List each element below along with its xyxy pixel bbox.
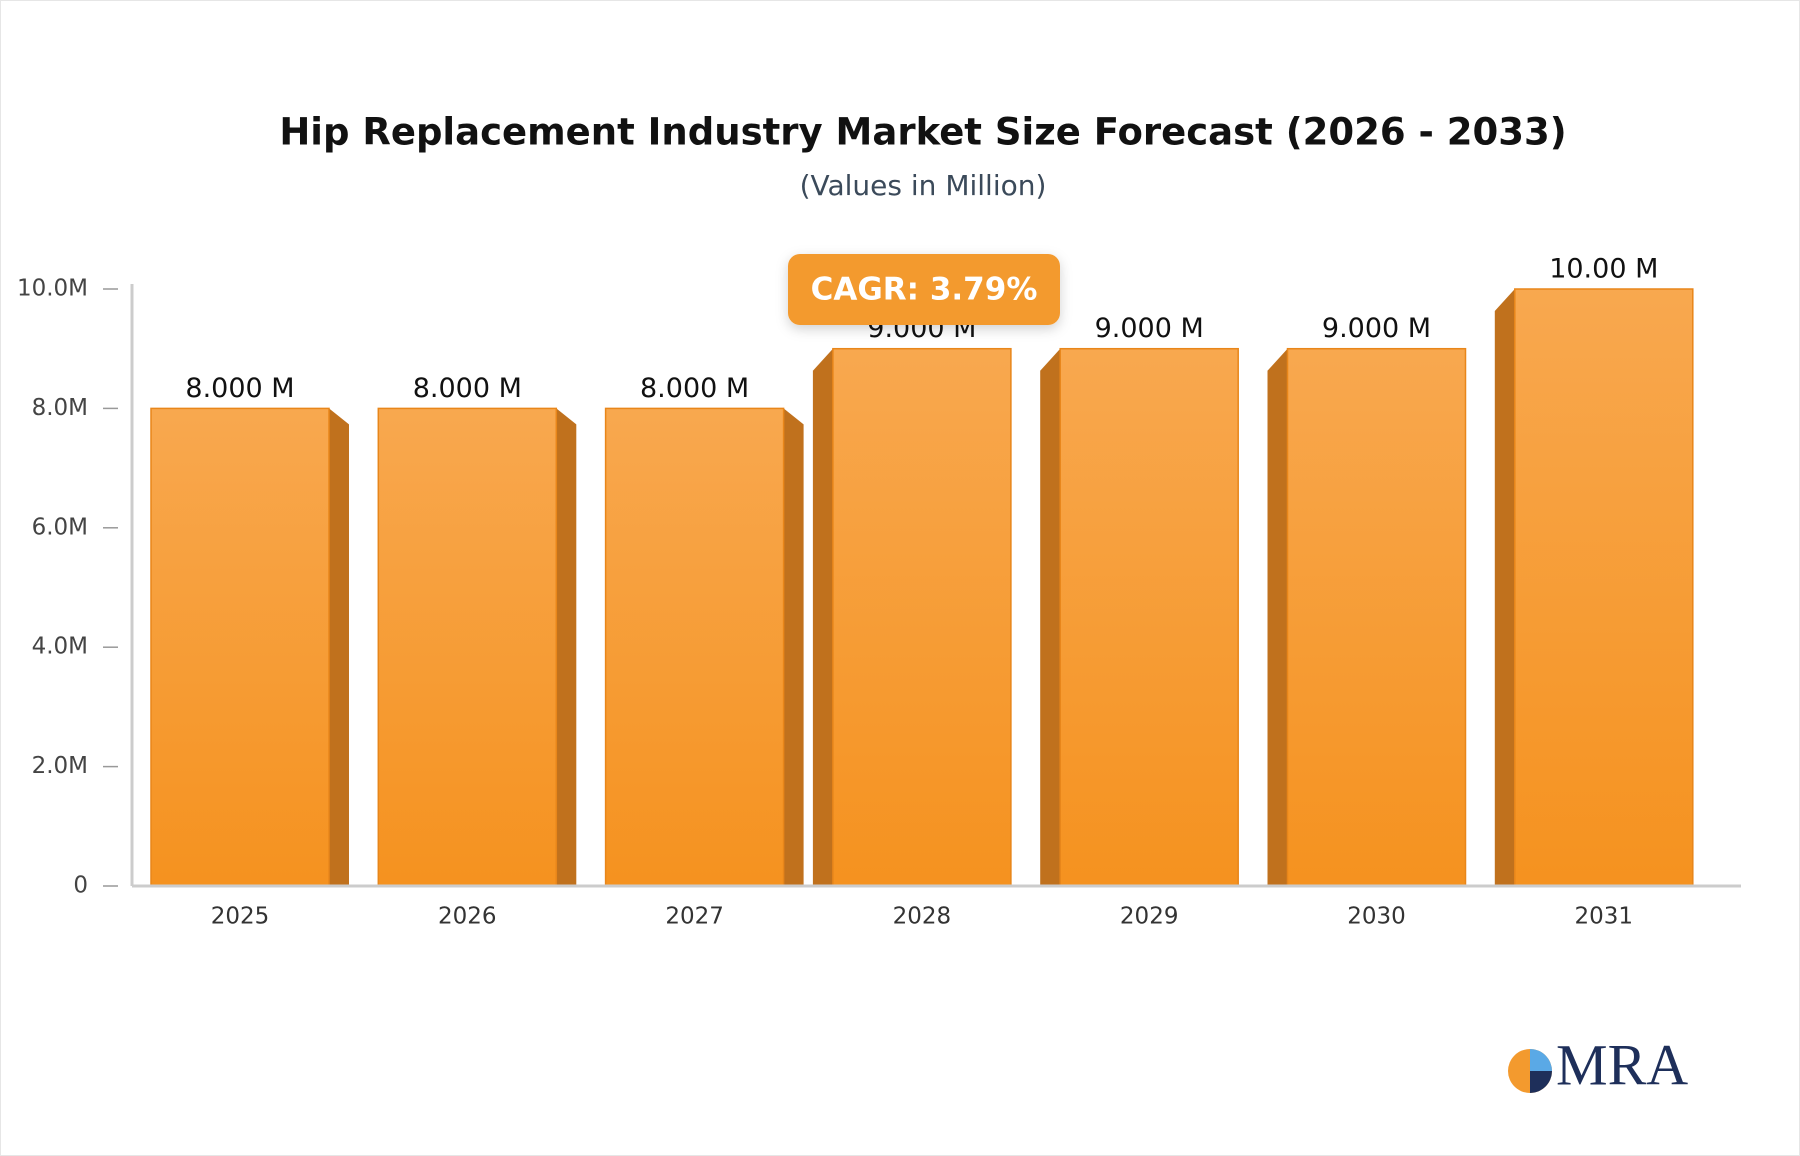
bar-side (556, 408, 577, 886)
bar (1286, 347, 1467, 887)
x-tick-label: 2027 (665, 904, 724, 930)
x-tick-label: 2029 (1120, 904, 1179, 930)
value-label: 9.000 M (1322, 313, 1431, 344)
value-label: 9.000 M (1095, 313, 1204, 344)
y-tick-label: 4.0M (32, 634, 88, 660)
x-tick-label: 2031 (1575, 904, 1634, 930)
value-label: 8.000 M (640, 373, 749, 404)
bar (1059, 347, 1239, 887)
logo-slice (1530, 1071, 1552, 1093)
value-label: 8.000 M (185, 373, 294, 404)
value-label: 8.000 M (413, 373, 522, 404)
y-tick-label: 8.0M (32, 395, 88, 421)
logo: MRA (1508, 1032, 1688, 1097)
chart-title: Hip Replacement Industry Market Size For… (279, 111, 1566, 154)
bar-side (1040, 348, 1061, 886)
bar (150, 407, 330, 887)
x-tick-label: 2026 (438, 904, 497, 930)
y-tick-label: 6.0M (32, 514, 88, 540)
bar (604, 407, 785, 887)
bar (377, 407, 558, 887)
y-tick-label: 2.0M (32, 753, 88, 779)
y-tick-label: 0 (73, 873, 88, 899)
bar (1514, 288, 1694, 887)
bar-side (1494, 289, 1515, 886)
cagr-badge (788, 254, 1060, 325)
chart-subtitle: (Values in Million) (800, 169, 1047, 202)
bar-side (783, 408, 804, 886)
logo-slice (1530, 1049, 1552, 1071)
bar (832, 347, 1012, 887)
x-tick-label: 2028 (893, 904, 952, 930)
bar-side (1267, 348, 1288, 886)
x-tick-label: 2025 (211, 904, 270, 930)
value-label: 10.00 M (1549, 254, 1658, 285)
cagr-label: CAGR: 3.79% (811, 272, 1038, 308)
plot: 0 2.0M 4.0M 6.0M 8.0M 10.0M 2025 8.000 M 2026 8.0… (17, 254, 1741, 930)
logo-text: MRA (1556, 1032, 1688, 1097)
bar-side (812, 348, 833, 886)
cagr-box (788, 254, 1060, 325)
x-tick-label: 2030 (1347, 904, 1406, 930)
bar-side (329, 408, 349, 886)
y-tick-label: 10.0M (17, 276, 88, 302)
